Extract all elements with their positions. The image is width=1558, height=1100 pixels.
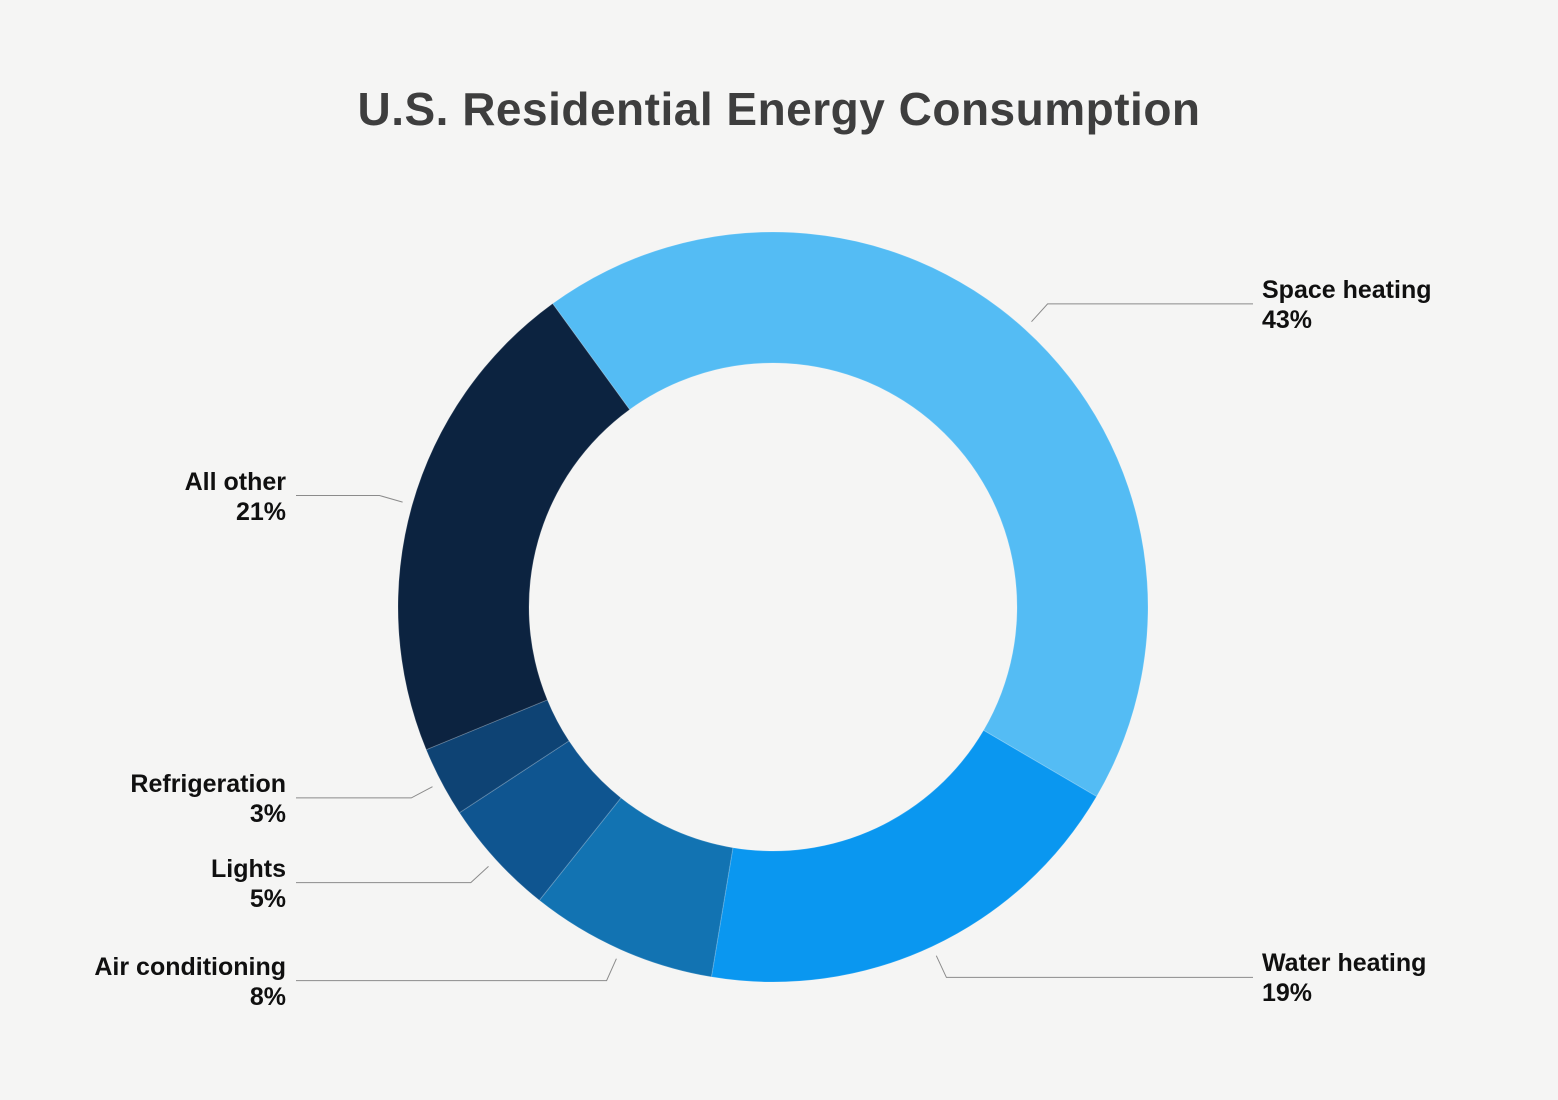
leader-line-air-conditioning (296, 958, 617, 982)
leader-line-all-other (296, 495, 403, 503)
donut-slice-all-other (397, 302, 631, 751)
leader-line-refrigeration (296, 786, 433, 799)
donut-slice-water-heating (710, 729, 1098, 983)
chart-title: U.S. Residential Energy Consumption (357, 83, 1201, 135)
leader-line-space-heating (1031, 303, 1253, 323)
leader-line-lights (296, 866, 489, 884)
donut-slice-space-heating (551, 231, 1149, 798)
leader-line-water-heating (935, 955, 1253, 978)
